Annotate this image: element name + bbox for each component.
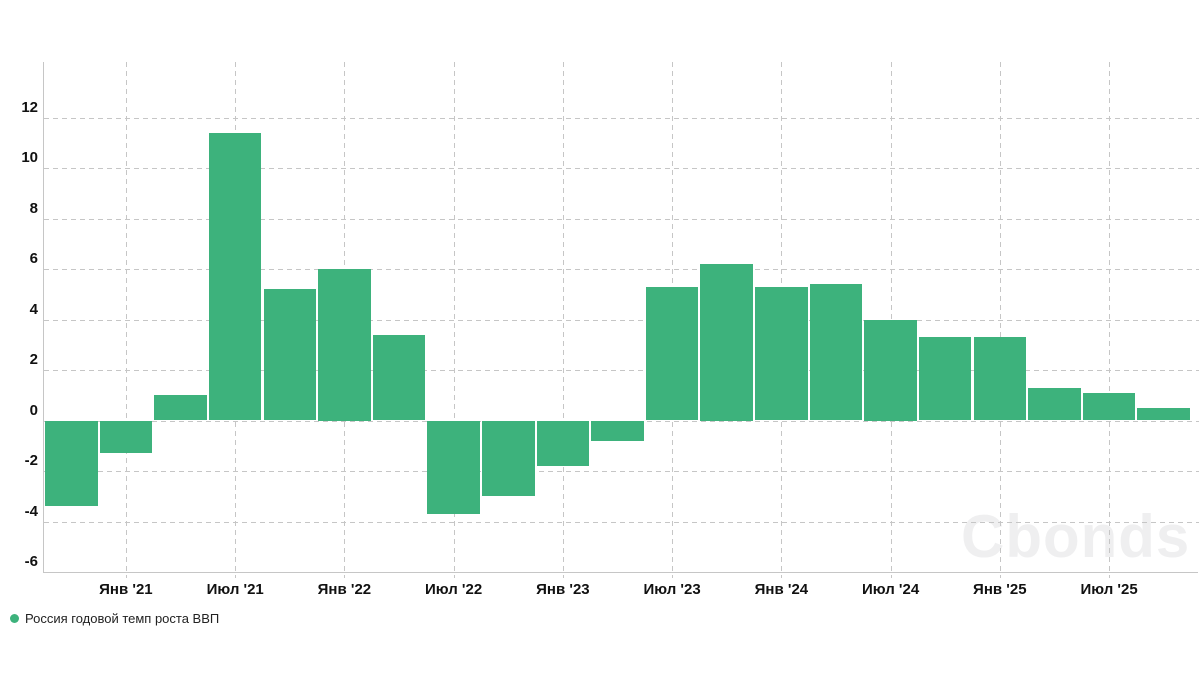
- h-gridline: [44, 168, 1199, 169]
- bar-2020-q4[interactable]: [99, 420, 153, 454]
- x-axis-label: Июл '21: [206, 581, 264, 598]
- y-axis-line: [43, 62, 44, 572]
- x-axis-label: Июл '24: [862, 581, 920, 598]
- x-axis-label: Янв '24: [754, 581, 809, 598]
- cbonds-watermark: Cbonds: [961, 503, 1191, 570]
- bar-2023-q4[interactable]: [755, 286, 808, 421]
- bar-2022-q2[interactable]: [427, 420, 480, 514]
- h-gridline: [44, 117, 1199, 119]
- h-gridline: [44, 370, 1199, 371]
- bar-2021-q2[interactable]: [208, 132, 262, 421]
- bar-2022-q1[interactable]: [372, 334, 426, 421]
- v-gridline: [453, 62, 455, 578]
- x-axis-label: Янв '25: [973, 581, 1027, 598]
- y-axis-label: 8: [29, 199, 38, 217]
- bar-2021-q1[interactable]: [154, 395, 207, 421]
- x-axis-label: Июл '22: [425, 581, 483, 598]
- x-axis-label: Янв '21: [99, 581, 153, 598]
- bar-2021-q3[interactable]: [263, 289, 317, 421]
- bar-2023-q2[interactable]: [645, 286, 699, 421]
- y-axis-label: 0: [29, 401, 38, 419]
- h-gridline: [44, 521, 1199, 523]
- h-gridline: [44, 269, 1199, 270]
- y-axis-label: 12: [21, 98, 38, 116]
- bar-2025-q2[interactable]: [1082, 392, 1136, 421]
- y-axis-label: -2: [24, 452, 38, 469]
- plot-area: [44, 62, 1199, 578]
- y-axis-label: 2: [29, 351, 38, 368]
- bar-2024-q1[interactable]: [809, 284, 863, 421]
- x-axis-label: Янв '22: [317, 581, 372, 598]
- v-gridline: [1109, 62, 1111, 578]
- y-axis-label: 10: [21, 149, 38, 166]
- v-gridline: [562, 62, 564, 578]
- bar-2021-q4[interactable]: [318, 269, 371, 421]
- y-axis-label: 4: [29, 300, 38, 318]
- bar-2024-q3[interactable]: [918, 337, 972, 421]
- y-axis-label: 6: [29, 250, 38, 267]
- v-gridline: [999, 62, 1001, 578]
- bar-2024-q4[interactable]: [973, 337, 1027, 421]
- legend-item[interactable]: Россия годовой темп роста ВВП: [10, 611, 219, 626]
- bar-2024-q2[interactable]: [864, 319, 917, 421]
- y-axis-label: -6: [24, 553, 38, 570]
- bar-2020-q3[interactable]: [45, 420, 98, 507]
- bar-2023-q3[interactable]: [700, 264, 753, 421]
- h-gridline: [44, 218, 1199, 220]
- x-axis-label: Июл '25: [1080, 581, 1138, 598]
- v-gridline: [125, 62, 127, 578]
- bar-2023-q1[interactable]: [591, 420, 644, 441]
- bar-2022-q4[interactable]: [536, 420, 590, 466]
- y-axis-label: -4: [24, 502, 38, 520]
- legend-label: Россия годовой темп роста ВВП: [25, 611, 220, 626]
- legend-marker-icon: [10, 614, 19, 623]
- x-axis-line: [43, 572, 1198, 573]
- bar-2025-q3[interactable]: [1137, 407, 1190, 421]
- bar-2022-q3[interactable]: [482, 420, 535, 497]
- h-gridline: [44, 471, 1199, 472]
- x-axis-label: Июл '23: [643, 581, 701, 598]
- bar-2025-q1[interactable]: [1028, 387, 1081, 421]
- h-gridline: [44, 319, 1199, 321]
- x-axis-label: Янв '23: [536, 581, 590, 598]
